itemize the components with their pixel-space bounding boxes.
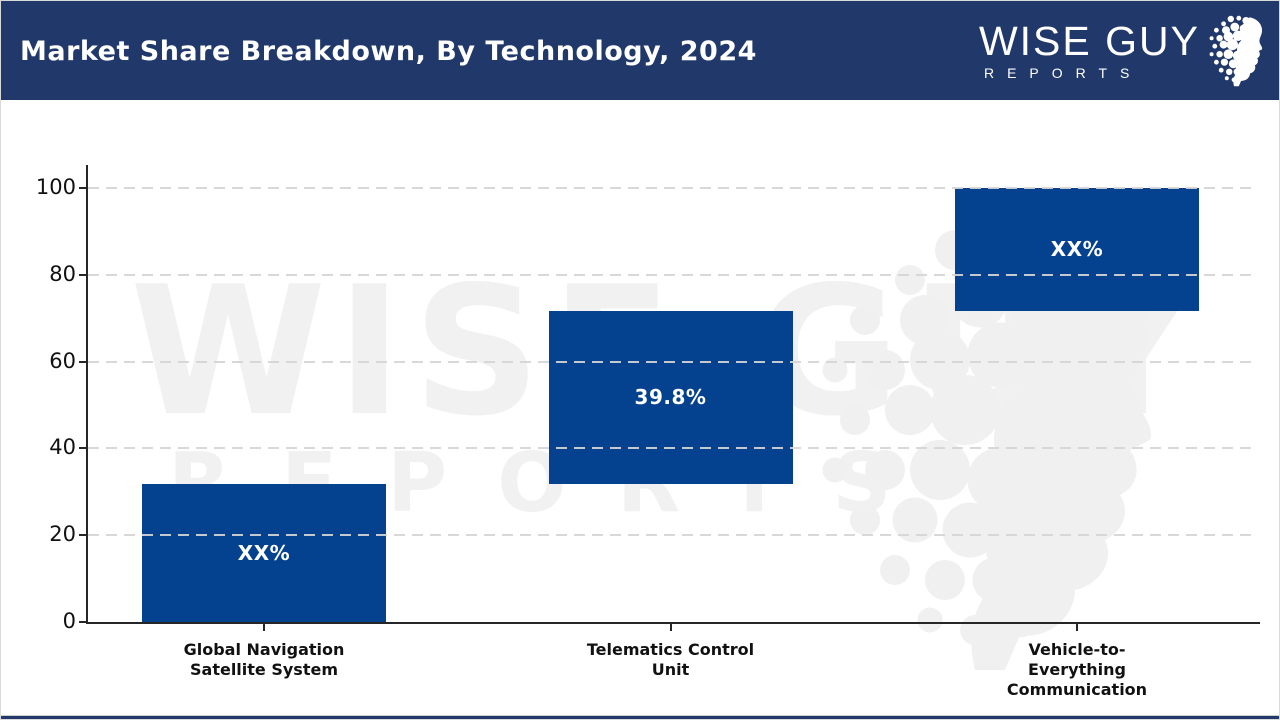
bar-segment-3: XX% <box>955 188 1199 311</box>
chart-title: Market Share Breakdown, By Technology, 2… <box>20 36 757 67</box>
x-axis-line <box>86 622 1260 624</box>
x-axis-tick <box>263 624 265 631</box>
footer-bar <box>0 716 1280 720</box>
y-axis-tick <box>79 273 86 276</box>
bar-value-label: XX% <box>237 540 291 565</box>
y-axis-tick <box>79 187 86 189</box>
gridline-100 <box>88 187 1258 189</box>
y-axis-line <box>86 165 88 624</box>
bar-segment-2: 39.8% <box>548 310 793 484</box>
y-axis-tick-label: 20 <box>49 522 76 547</box>
y-axis-tick <box>79 534 86 537</box>
x-axis-tick <box>669 624 672 631</box>
y-axis-tick <box>79 447 86 450</box>
bar-segment-1: XX% <box>142 483 386 622</box>
y-axis-tick-label: 60 <box>49 348 76 373</box>
y-axis-tick-label: 0 <box>62 609 76 633</box>
y-axis-tick-label: 100 <box>35 175 76 199</box>
x-category-label: Global Navigation Satellite System <box>183 640 345 679</box>
x-category-label: Telematics Control Unit <box>586 640 755 679</box>
gridline-60 <box>88 360 1258 363</box>
bar-value-label: 39.8% <box>634 385 707 410</box>
footer-divider <box>0 715 1280 716</box>
x-axis-tick <box>1076 624 1078 631</box>
logo-text: WISE GUY REPORTS <box>978 18 1200 82</box>
wise-guy-reports-logo: WISE GUY REPORTS <box>979 6 1266 96</box>
bar-value-label: XX% <box>1050 237 1104 262</box>
logo-brand-subtitle: REPORTS <box>983 65 1143 81</box>
gridline-80 <box>88 273 1258 276</box>
y-axis-tick <box>79 621 86 623</box>
y-axis-tick-label: 40 <box>49 435 76 460</box>
gridline-40 <box>88 447 1258 450</box>
gridline-20 <box>88 534 1258 537</box>
logo-face-icon <box>1209 15 1263 87</box>
y-axis-tick-label: 80 <box>49 261 76 286</box>
x-category-label: Vehicle-to- Everything Communication <box>1006 640 1148 699</box>
y-axis-tick <box>79 360 86 363</box>
header-banner: Market Share Breakdown, By Technology, 2… <box>0 0 1280 100</box>
logo-brand-name: WISE GUY <box>978 18 1200 64</box>
